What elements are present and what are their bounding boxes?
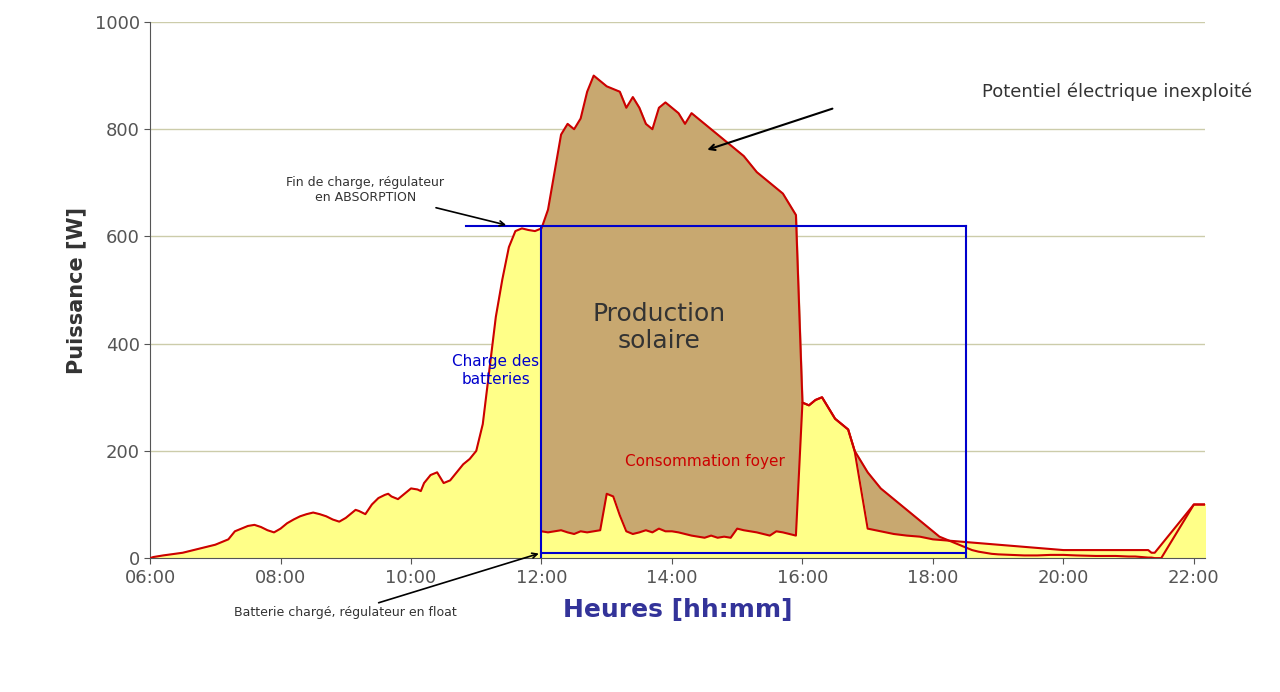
- Text: Fin de charge, régulateur
en ABSORPTION: Fin de charge, régulateur en ABSORPTION: [287, 176, 504, 226]
- Text: Charge des
batteries: Charge des batteries: [452, 354, 539, 387]
- X-axis label: Heures [hh:mm]: Heures [hh:mm]: [563, 598, 792, 621]
- Text: Consommation foyer: Consommation foyer: [625, 454, 785, 469]
- Polygon shape: [150, 228, 541, 558]
- Text: Potentiel électrique inexploité: Potentiel électrique inexploité: [982, 82, 1252, 101]
- Text: Batterie chargé, régulateur en float: Batterie chargé, régulateur en float: [234, 553, 538, 619]
- Text: Production
solaire: Production solaire: [593, 302, 726, 354]
- Y-axis label: Puissance [W]: Puissance [W]: [67, 206, 86, 374]
